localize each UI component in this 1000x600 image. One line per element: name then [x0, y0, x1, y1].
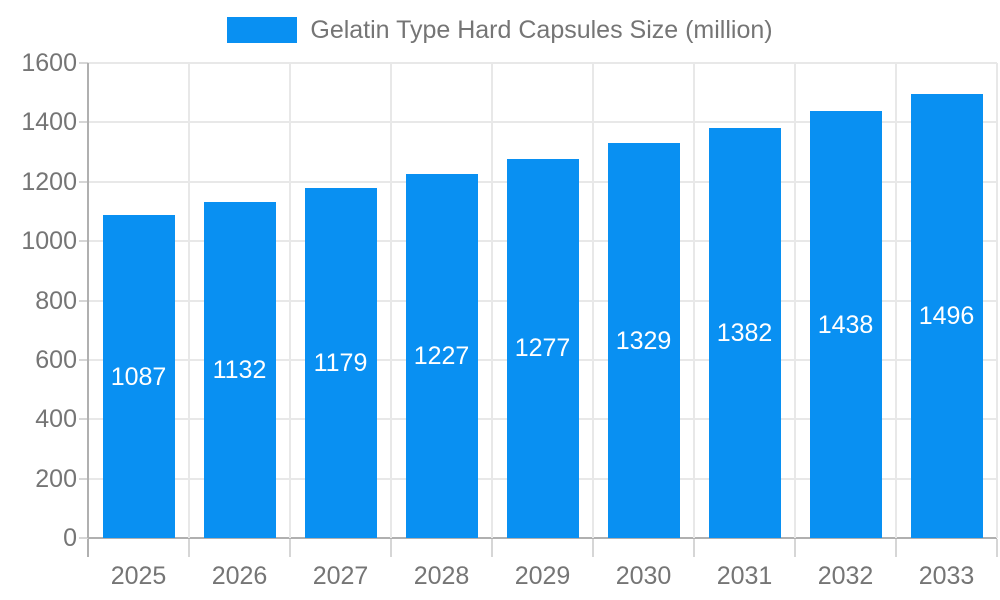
x-axis-label: 2031	[716, 562, 773, 590]
legend-label[interactable]: Gelatin Type Hard Capsules Size (million…	[310, 16, 773, 44]
y-tick	[79, 477, 88, 480]
bar-value-label: 1132	[212, 355, 267, 384]
bar	[203, 201, 276, 538]
x-tick	[491, 539, 493, 557]
y-axis-label: 0	[63, 524, 77, 552]
y-tick	[79, 299, 88, 302]
bar	[405, 173, 478, 538]
y-axis-label: 400	[35, 405, 77, 434]
x-tick	[693, 539, 695, 557]
bar-value-label: 1087	[110, 362, 167, 391]
bar-value-label: 1382	[716, 318, 773, 347]
bar-value-label: 1329	[615, 326, 672, 355]
y-tick	[79, 121, 88, 124]
y-axis-label: 1200	[21, 167, 77, 196]
x-tick	[895, 539, 897, 557]
x-tick	[390, 539, 392, 557]
x-tick	[996, 539, 998, 557]
x-tick	[794, 539, 796, 557]
y-tick	[79, 418, 88, 421]
gridline-v	[996, 63, 998, 538]
y-axis-label: 1600	[21, 49, 77, 77]
gridline-v	[693, 63, 695, 538]
x-axis-label: 2025	[110, 562, 167, 590]
y-tick	[79, 62, 88, 64]
x-axis-label: 2030	[615, 562, 672, 590]
bar	[506, 158, 579, 538]
y-axis-line	[87, 63, 89, 538]
y-tick	[79, 180, 88, 183]
y-axis-label: 1000	[21, 227, 77, 256]
y-tick	[79, 240, 88, 243]
legend-swatch[interactable]	[227, 17, 298, 43]
x-tick	[188, 539, 190, 557]
gridline-v	[188, 63, 190, 538]
bar-value-label: 1496	[918, 301, 975, 330]
bar-value-label: 1438	[817, 310, 874, 339]
legend: Gelatin Type Hard Capsules Size (million…	[0, 15, 1000, 45]
bar	[304, 187, 377, 538]
y-axis-label: 800	[35, 286, 77, 315]
bar	[708, 127, 781, 538]
y-tick	[79, 537, 88, 539]
x-tick	[289, 539, 291, 557]
y-axis-label: 1400	[21, 108, 77, 137]
bar	[607, 143, 680, 538]
bar-value-label: 1227	[413, 341, 470, 370]
gridline-v	[592, 63, 594, 538]
gridline-v	[390, 63, 392, 538]
x-axis-line	[88, 537, 997, 539]
x-axis-label: 2028	[413, 562, 470, 590]
y-tick	[79, 358, 88, 361]
y-axis-label: 600	[35, 345, 77, 374]
y-axis-label: 200	[35, 464, 77, 493]
gridline-v	[289, 63, 291, 538]
x-tick	[87, 539, 89, 557]
gridline-h	[88, 62, 997, 64]
x-axis-label: 2033	[918, 562, 975, 590]
x-axis-label: 2029	[514, 562, 571, 590]
bar	[910, 93, 983, 538]
x-axis-label: 2032	[817, 562, 874, 590]
gridline-v	[895, 63, 897, 538]
x-axis-label: 2027	[312, 562, 369, 590]
gridline-v	[491, 63, 493, 538]
x-axis-label: 2026	[211, 562, 268, 590]
gridline-h	[88, 121, 997, 124]
bar	[809, 111, 882, 538]
x-tick	[592, 539, 594, 557]
bar	[102, 215, 175, 538]
bar-value-label: 1277	[514, 334, 571, 363]
gridline-v	[794, 63, 796, 538]
bar-value-label: 1179	[313, 348, 368, 377]
